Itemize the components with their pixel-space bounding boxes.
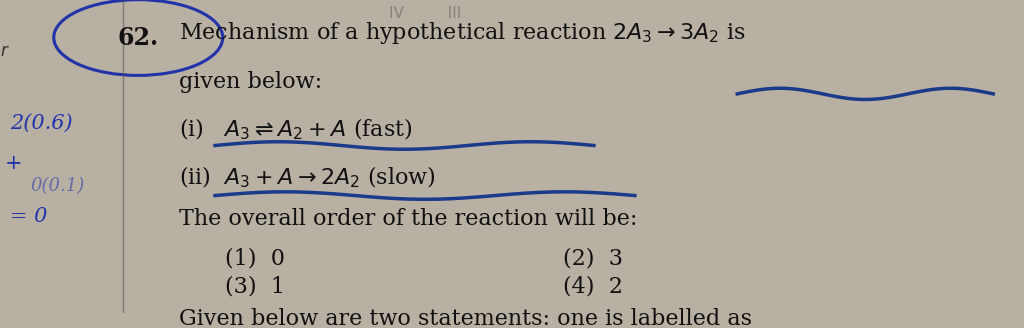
Text: (i)   $A_3 \rightleftharpoons A_2 + A$ (fast): (i) $A_3 \rightleftharpoons A_2 + A$ (fa…: [179, 116, 413, 142]
Text: (4)  2: (4) 2: [563, 276, 623, 297]
Text: 2(0.6): 2(0.6): [10, 113, 73, 132]
Text: Mechanism of a hypothetical reaction $2A_3 \rightarrow 3A_2$ is: Mechanism of a hypothetical reaction $2A…: [179, 20, 746, 46]
Text: given below:: given below:: [179, 71, 323, 92]
Text: (1)  0: (1) 0: [225, 247, 286, 269]
Text: +: +: [5, 154, 23, 173]
Text: (3)  1: (3) 1: [225, 276, 286, 297]
Text: (ii)  $A_3 + A \rightarrow 2A_2$ (slow): (ii) $A_3 + A \rightarrow 2A_2$ (slow): [179, 165, 436, 190]
Text: Given below are two statements: one is labelled as: Given below are two statements: one is l…: [179, 308, 753, 328]
Text: 62.: 62.: [118, 26, 159, 50]
Text: 0(0.1): 0(0.1): [31, 177, 85, 195]
Text: The overall order of the reaction will be:: The overall order of the reaction will b…: [179, 208, 638, 230]
Text: IV         III: IV III: [389, 6, 462, 21]
Text: r: r: [0, 42, 7, 60]
Text: = 0: = 0: [10, 207, 47, 226]
Text: (2)  3: (2) 3: [563, 247, 624, 269]
